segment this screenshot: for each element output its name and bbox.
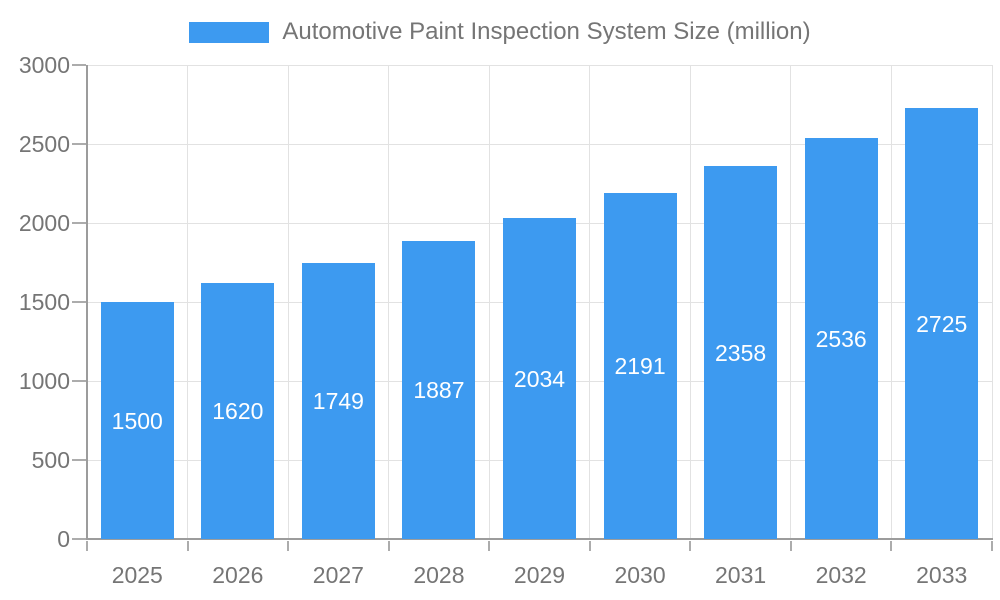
y-axis-tick xyxy=(72,64,86,66)
y-axis-label: 1000 xyxy=(18,368,70,394)
x-axis-tick xyxy=(991,541,993,551)
legend[interactable]: Automotive Paint Inspection System Size … xyxy=(0,19,1000,45)
gridline-vertical xyxy=(287,65,289,539)
x-axis-label: 2026 xyxy=(212,562,264,588)
gridline-vertical xyxy=(991,65,993,539)
bar xyxy=(704,166,778,539)
bar-value-label: 1887 xyxy=(413,377,465,403)
y-axis-label: 0 xyxy=(57,526,70,552)
bar-value-label: 2725 xyxy=(916,310,968,337)
bar xyxy=(402,241,476,539)
y-axis-label: 2000 xyxy=(18,210,70,236)
bar xyxy=(503,218,576,539)
x-axis-label: 2032 xyxy=(815,562,867,588)
bar xyxy=(804,138,878,539)
y-axis-label: 1500 xyxy=(18,289,70,315)
x-axis-label: 2027 xyxy=(312,562,364,588)
y-axis-tick xyxy=(72,301,86,303)
x-axis-tick xyxy=(387,541,390,551)
y-axis-tick xyxy=(72,222,86,224)
bar xyxy=(100,302,174,539)
legend-label[interactable]: Automotive Paint Inspection System Size … xyxy=(282,18,811,45)
bar xyxy=(603,193,677,539)
gridline-vertical xyxy=(388,65,390,539)
y-axis-tick xyxy=(72,538,86,540)
y-axis-label: 2500 xyxy=(18,131,70,157)
y-axis-tick xyxy=(72,380,86,382)
x-axis-tick xyxy=(789,541,792,551)
bar-value-label: 1500 xyxy=(111,407,163,434)
x-axis-label: 2028 xyxy=(413,562,465,588)
x-axis-label: 2031 xyxy=(715,562,767,588)
bar-value-label: 1620 xyxy=(212,398,264,424)
bar xyxy=(301,263,375,539)
bar xyxy=(201,283,275,539)
x-axis-tick xyxy=(689,541,692,551)
plot-area: 0 500 1000 1500 2000 2500 3000 1500 2025 1620 2026… xyxy=(19,52,993,588)
x-axis-label: 2029 xyxy=(513,562,566,588)
bar-value-label: 2034 xyxy=(513,365,566,392)
x-axis-line xyxy=(86,538,993,540)
gridline-vertical xyxy=(890,65,892,539)
gridline-vertical xyxy=(790,65,792,539)
bar-value-label: 2191 xyxy=(614,353,666,379)
bar-value-label: 2536 xyxy=(815,325,867,352)
x-axis-tick xyxy=(488,541,491,551)
y-axis-label: 3000 xyxy=(18,52,70,78)
bar-value-label: 1749 xyxy=(312,388,364,414)
legend-swatch[interactable] xyxy=(189,21,270,43)
gridline-vertical xyxy=(589,65,591,539)
gridline-vertical xyxy=(187,65,189,539)
y-axis-tick xyxy=(72,459,86,461)
gridline-horizontal xyxy=(87,143,992,145)
gridline-vertical xyxy=(689,65,691,539)
gridline-vertical xyxy=(488,65,490,539)
y-axis-tick xyxy=(72,143,86,145)
bar-value-label: 2358 xyxy=(715,339,767,366)
x-axis-tick xyxy=(287,541,290,551)
x-axis-tick xyxy=(86,541,88,551)
x-axis-tick xyxy=(890,541,893,551)
y-axis-label: 500 xyxy=(31,447,70,473)
gridline-horizontal xyxy=(87,64,992,66)
x-axis-label: 2033 xyxy=(916,562,968,588)
x-axis-tick xyxy=(588,541,591,551)
x-axis-label: 2030 xyxy=(614,562,666,588)
y-axis-line xyxy=(86,65,88,539)
bar xyxy=(905,108,979,539)
x-axis-label: 2025 xyxy=(111,562,163,588)
x-axis-tick xyxy=(186,541,189,551)
